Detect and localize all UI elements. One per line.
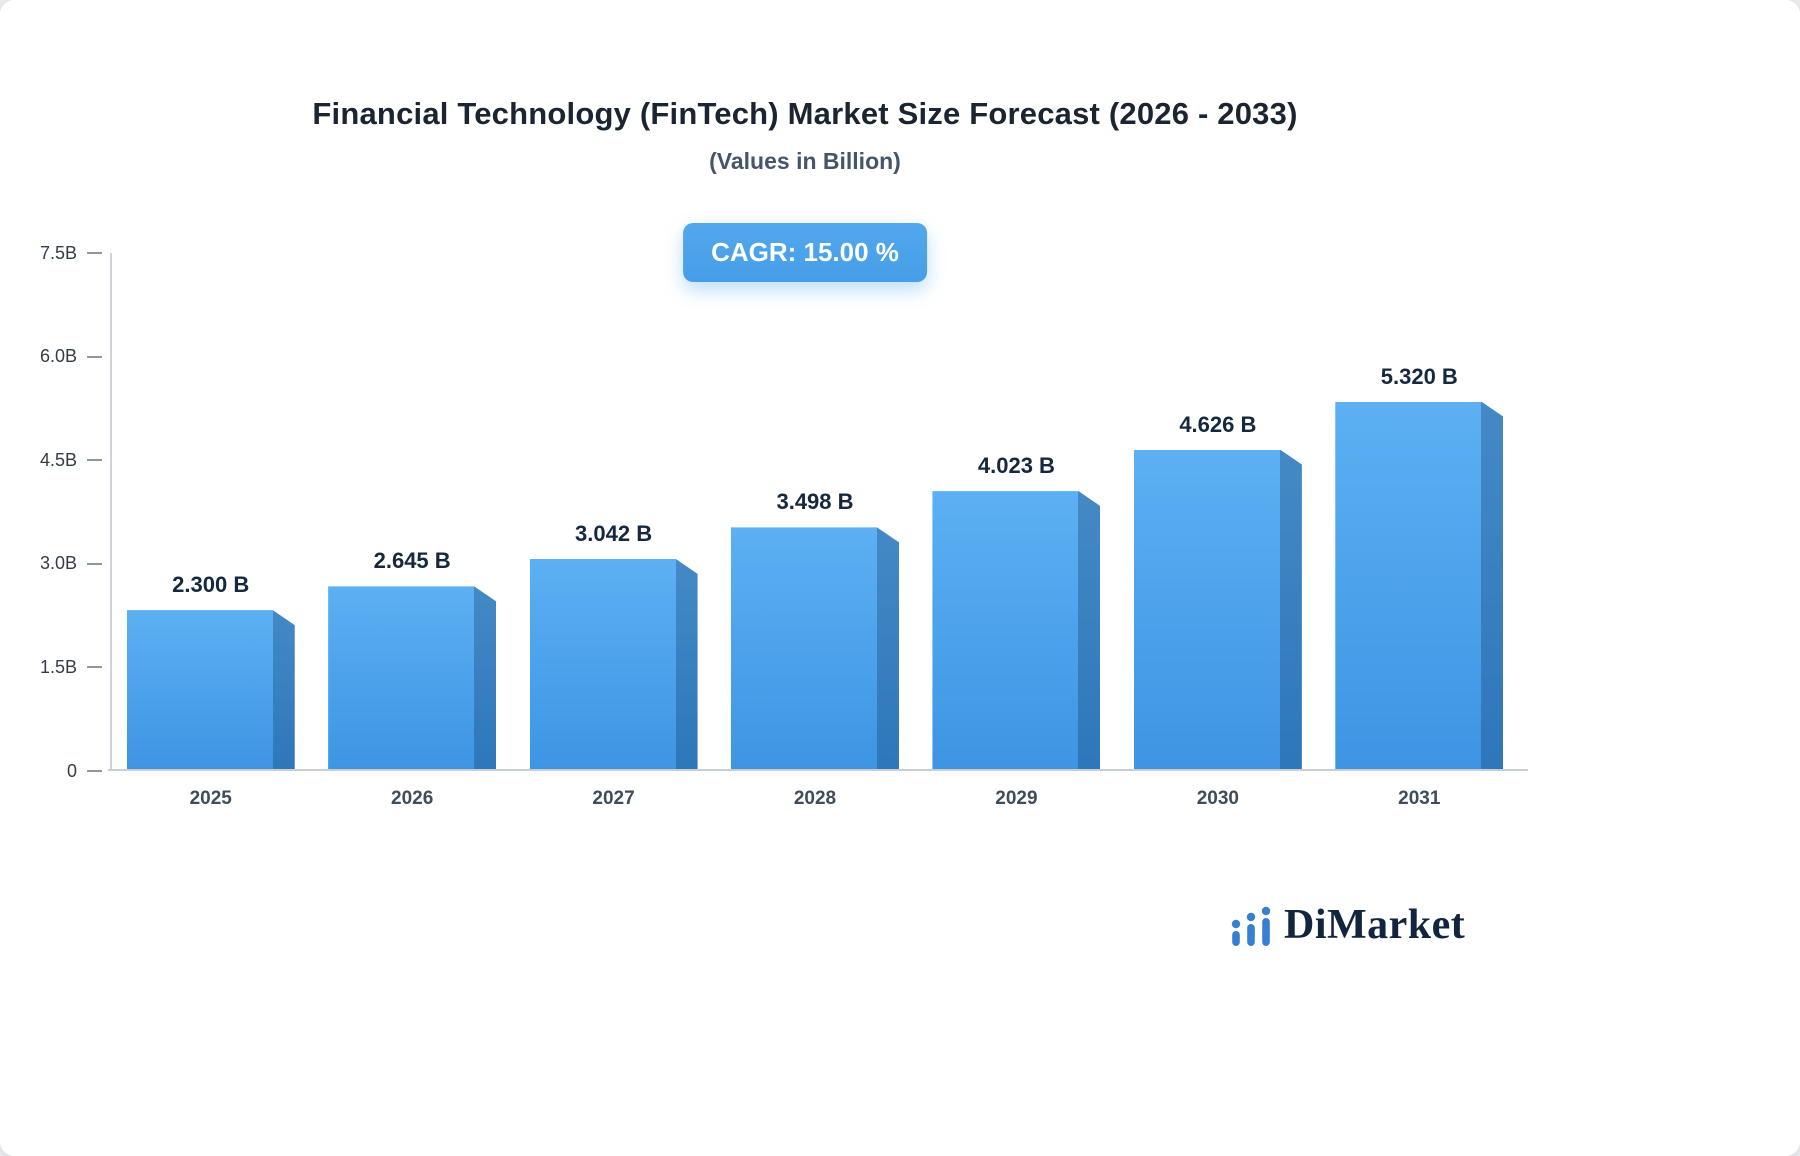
y-axis-tick-mark [87, 770, 102, 772]
y-axis-tick-label: 6.0B [39, 346, 77, 367]
y-axis-tick-label: 1.5B [39, 656, 77, 677]
brand-logo-text: DiMarket [1284, 902, 1466, 948]
bar-value-label: 2.645 B [373, 548, 451, 574]
chart-subtitle: (Values in Billion) [709, 148, 901, 174]
x-axis-label: 2028 [793, 788, 837, 809]
x-axis-label: 2029 [995, 788, 1038, 809]
y-axis-tick-label: 3.0B [39, 553, 77, 574]
y-axis-tick: 1.5B [33, 656, 102, 678]
y-axis-tick: 4.5B [33, 449, 102, 471]
bar-value-label: 3.498 B [776, 489, 854, 515]
bar-2028 [731, 527, 899, 769]
x-axis-label: 2026 [391, 788, 434, 809]
y-axis-tick-label: 0 [66, 760, 77, 781]
x-axis-label: 2030 [1196, 788, 1239, 809]
y-axis-tick-mark [87, 252, 102, 254]
y-axis-tick: 7.5B [33, 242, 102, 264]
x-axis-label: 2027 [592, 788, 635, 809]
bar-2030 [1134, 450, 1302, 770]
y-axis-tick-mark [87, 666, 102, 669]
bar-chart-logo-icon [1231, 906, 1271, 946]
y-axis-tick-mark [87, 355, 102, 358]
cagr-badge: CAGR: 15.00 % [683, 223, 927, 282]
chart-title: Financial Technology (FinTech) Market Si… [312, 96, 1298, 131]
bar-2029 [932, 491, 1100, 769]
bar-value-label: 4.626 B [1179, 411, 1257, 437]
y-axis-tick-label: 7.5B [39, 242, 77, 263]
y-axis-tick: 0 [33, 760, 102, 782]
bar-2027 [530, 559, 698, 769]
bar-value-label: 2.300 B [172, 572, 250, 598]
bar-value-label: 5.320 B [1380, 363, 1458, 389]
y-axis-line [110, 253, 112, 771]
bar-value-label: 3.042 B [575, 520, 653, 546]
y-axis-tick: 6.0B [33, 346, 102, 368]
bar-2025 [127, 610, 295, 769]
y-axis-tick-mark [87, 562, 102, 565]
x-axis-line [108, 769, 1528, 771]
bar-2026 [328, 586, 496, 769]
x-axis-label: 2031 [1398, 788, 1441, 809]
plot-area: 0 1.5B 3.0B 4.5B 6.0B 7.5B 2.300 B 2.645 B 3.04… [40, 243, 1528, 809]
y-axis-tick-mark [87, 459, 102, 462]
bar-2031 [1335, 402, 1503, 769]
bar-value-label: 4.023 B [977, 453, 1055, 479]
y-axis-tick: 3.0B [33, 553, 102, 575]
cagr-badge-label: CAGR: 15.00 % [711, 237, 899, 267]
x-axis-label: 2025 [189, 788, 232, 809]
y-axis-tick-label: 4.5B [39, 449, 77, 470]
brand-logo: DiMarket [1228, 901, 1465, 949]
